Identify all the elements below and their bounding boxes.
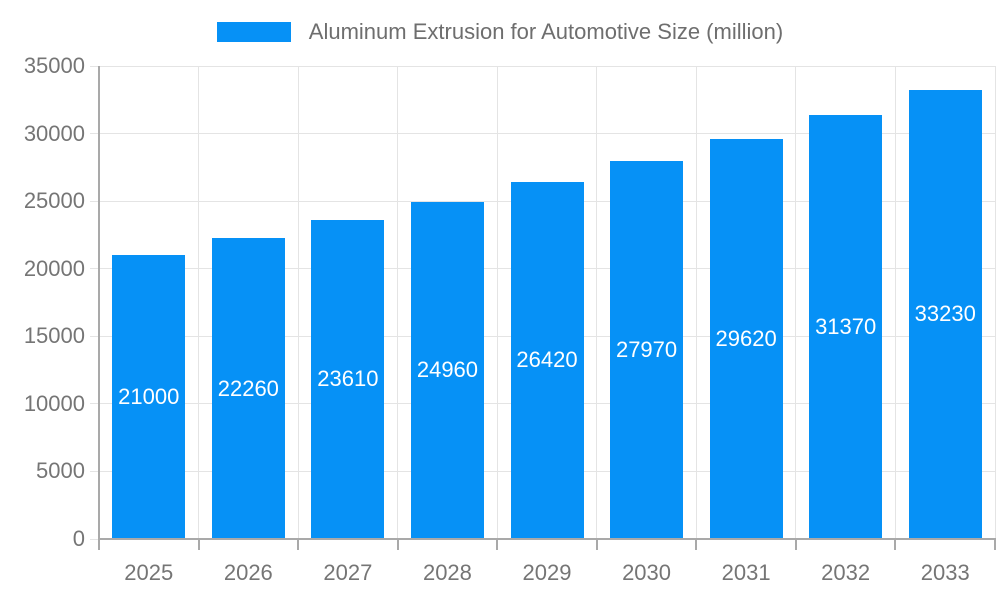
v-gridline [695, 66, 697, 539]
v-gridline [496, 66, 498, 539]
x-axis-label: 2033 [920, 560, 970, 585]
x-tick [496, 539, 499, 550]
legend-item[interactable]: Aluminum Extrusion for Automotive Size (… [0, 16, 1000, 48]
y-axis-line [98, 66, 100, 550]
bar-value-label: 23610 [317, 366, 379, 392]
y-tick [90, 200, 99, 202]
bar[interactable] [311, 219, 385, 539]
y-axis-label: 0 [72, 526, 85, 551]
y-axis-label: 10000 [23, 390, 85, 416]
x-tick [297, 539, 300, 550]
x-axis-label: 2029 [522, 560, 572, 585]
bar[interactable] [510, 181, 584, 539]
y-tick [90, 133, 99, 135]
bar-value-label: 21000 [118, 384, 180, 410]
legend-swatch-icon [216, 22, 291, 42]
y-tick [90, 268, 99, 270]
v-gridline [297, 66, 299, 539]
x-tick [396, 539, 399, 550]
y-axis-label: 5000 [36, 458, 85, 484]
bar-value-label: 31370 [815, 314, 877, 340]
x-tick [994, 539, 996, 550]
bar-value-label: 33230 [914, 301, 976, 327]
y-axis-label: 35000 [23, 53, 85, 78]
x-axis-label: 2028 [422, 560, 472, 585]
bar[interactable] [610, 161, 684, 539]
bar-value-label: 26420 [516, 347, 578, 373]
bar[interactable] [709, 138, 783, 539]
x-tick [794, 539, 797, 550]
y-axis-label: 15000 [23, 323, 85, 349]
x-tick [197, 539, 200, 550]
bar-value-label: 24960 [416, 357, 479, 383]
x-axis-label: 2031 [721, 560, 771, 585]
x-tick [894, 539, 897, 550]
bar[interactable] [809, 115, 883, 539]
y-axis-label: 30000 [23, 120, 85, 146]
h-gridline [99, 65, 995, 67]
x-tick [695, 539, 698, 550]
bar[interactable] [908, 89, 982, 539]
y-axis-label: 20000 [23, 255, 85, 281]
bar-value-label: 27970 [615, 337, 678, 362]
v-gridline [894, 66, 896, 539]
x-axis-label: 2025 [124, 560, 174, 585]
y-tick [90, 335, 99, 337]
bar[interactable] [410, 201, 484, 539]
bar[interactable] [211, 238, 285, 539]
y-tick [90, 65, 99, 67]
legend-label: Aluminum Extrusion for Automotive Size (… [308, 19, 784, 44]
v-gridline [198, 66, 200, 539]
bar-value-label: 29620 [715, 325, 777, 351]
x-axis-line [98, 538, 996, 540]
y-axis-label: 25000 [23, 188, 85, 214]
v-gridline [397, 66, 399, 539]
y-tick [90, 470, 99, 472]
x-tick [595, 539, 598, 550]
v-gridline [994, 66, 996, 539]
y-tick [90, 538, 99, 540]
x-axis-label: 2030 [622, 560, 672, 585]
y-tick [90, 403, 99, 405]
v-gridline [795, 66, 797, 539]
v-gridline [596, 66, 598, 539]
x-axis-label: 2032 [821, 560, 871, 585]
x-axis-label: 2026 [223, 560, 273, 585]
x-axis-label: 2027 [323, 560, 373, 585]
bar-value-label: 22260 [217, 375, 279, 401]
h-gridline [99, 133, 995, 135]
bar[interactable] [112, 255, 186, 539]
